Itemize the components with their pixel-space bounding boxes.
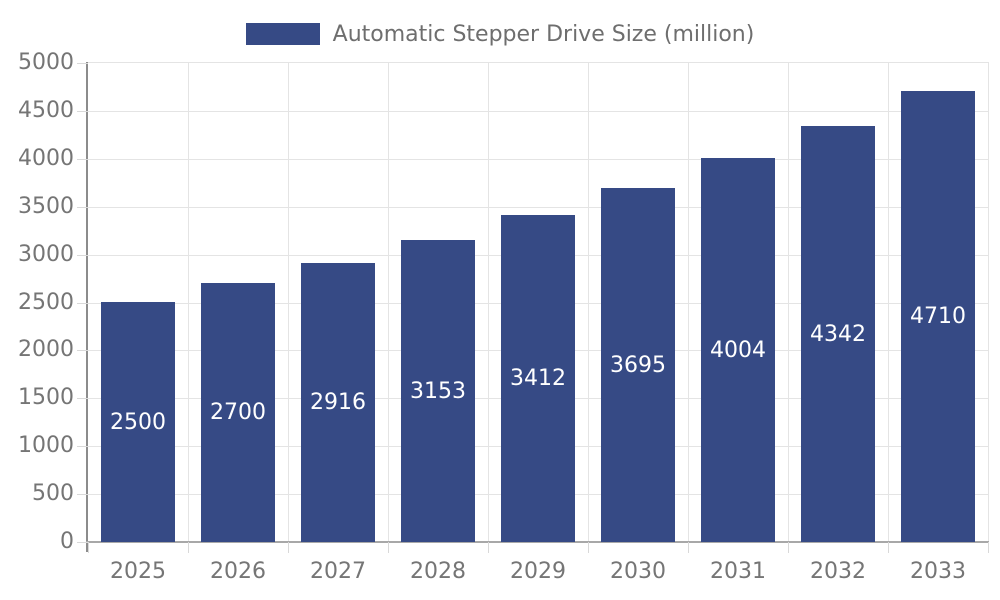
bar-value-label: 3695 [610,352,666,378]
plot-border-right [988,63,989,542]
y-axis-line [86,62,88,552]
bar-value-label: 4710 [910,304,966,329]
gridline-vertical [488,63,489,542]
x-tick-label-2032: 2032 [810,559,866,584]
bar-value-label: 2500 [110,409,166,435]
bar-2027: 2916 [301,263,375,542]
y-tick-label: 3500 [18,194,74,219]
bar-2029: 3412 [501,215,575,542]
y-tick-label: 500 [32,481,74,506]
y-tick-label: 1500 [18,385,74,410]
bar-2030: 3695 [601,188,675,542]
y-tick-label: 4500 [18,98,74,123]
y-tick-label: 5000 [18,50,74,75]
y-tick-label: 3000 [18,242,74,267]
y-tick [77,159,88,160]
x-tick [188,542,189,553]
x-tick-label-2028: 2028 [410,559,466,584]
plot-border-top [88,62,989,63]
y-tick [77,111,88,112]
y-tick [77,303,88,304]
legend-swatch [245,23,320,45]
y-tick [77,350,88,351]
bar-2031: 4004 [701,158,775,542]
gridline-horizontal [88,110,988,112]
bar-2032: 4342 [801,126,875,542]
x-axis-line [86,541,989,543]
bar-2026: 2700 [201,283,275,542]
y-tick [77,494,88,495]
y-tick-label: 0 [60,529,74,554]
x-tick [88,542,89,553]
plot-area: 2500 2700 2916 3153 3412 3695 4004 4342 4710 [88,63,988,542]
gridline-vertical [588,63,589,542]
bar-2028: 3153 [401,240,475,542]
bar-2025: 2500 [101,302,175,542]
gridline-horizontal [88,206,988,208]
bar-2033: 4710 [901,91,975,542]
bar-value-label: 3153 [410,378,466,404]
x-tick [988,542,989,553]
gridline-vertical [888,63,889,542]
y-tick [77,255,88,256]
bar-value-label: 4004 [710,337,766,363]
y-tick [77,398,88,399]
y-tick [77,446,88,447]
y-tick-label: 4000 [18,146,74,171]
chart-legend-item[interactable]: Automatic Stepper Drive Size (million) [0,17,1000,51]
y-tick-label: 1000 [18,433,74,458]
bar-value-label: 3412 [510,366,566,391]
x-tick-label-2030: 2030 [610,559,666,584]
x-tick [588,542,589,553]
x-tick [388,542,389,553]
gridline-horizontal [88,158,988,160]
bar-value-label: 4342 [810,321,866,347]
y-tick [77,63,88,64]
x-tick [788,542,789,553]
x-tick-label-2025: 2025 [110,559,166,584]
legend-label: Automatic Stepper Drive Size (million) [332,21,755,47]
gridline-vertical [288,63,289,542]
bar-value-label: 2916 [310,390,366,415]
x-tick [688,542,689,553]
x-tick-label-2026: 2026 [210,559,266,584]
x-tick [488,542,489,553]
x-tick-label-2029: 2029 [510,559,566,584]
gridline-vertical [688,63,689,542]
gridline-vertical [788,63,789,542]
x-tick-label-2027: 2027 [310,559,366,584]
bar-value-label: 2700 [210,400,266,425]
x-tick-label-2033: 2033 [910,559,966,584]
gridline-vertical [388,63,389,542]
gridline-vertical [188,63,189,542]
y-tick-label: 2500 [18,290,74,315]
x-tick-label-2031: 2031 [710,559,766,584]
x-tick [888,542,889,553]
y-tick-label: 2000 [18,337,74,362]
x-tick [288,542,289,553]
y-tick [77,207,88,208]
y-tick [77,542,88,543]
